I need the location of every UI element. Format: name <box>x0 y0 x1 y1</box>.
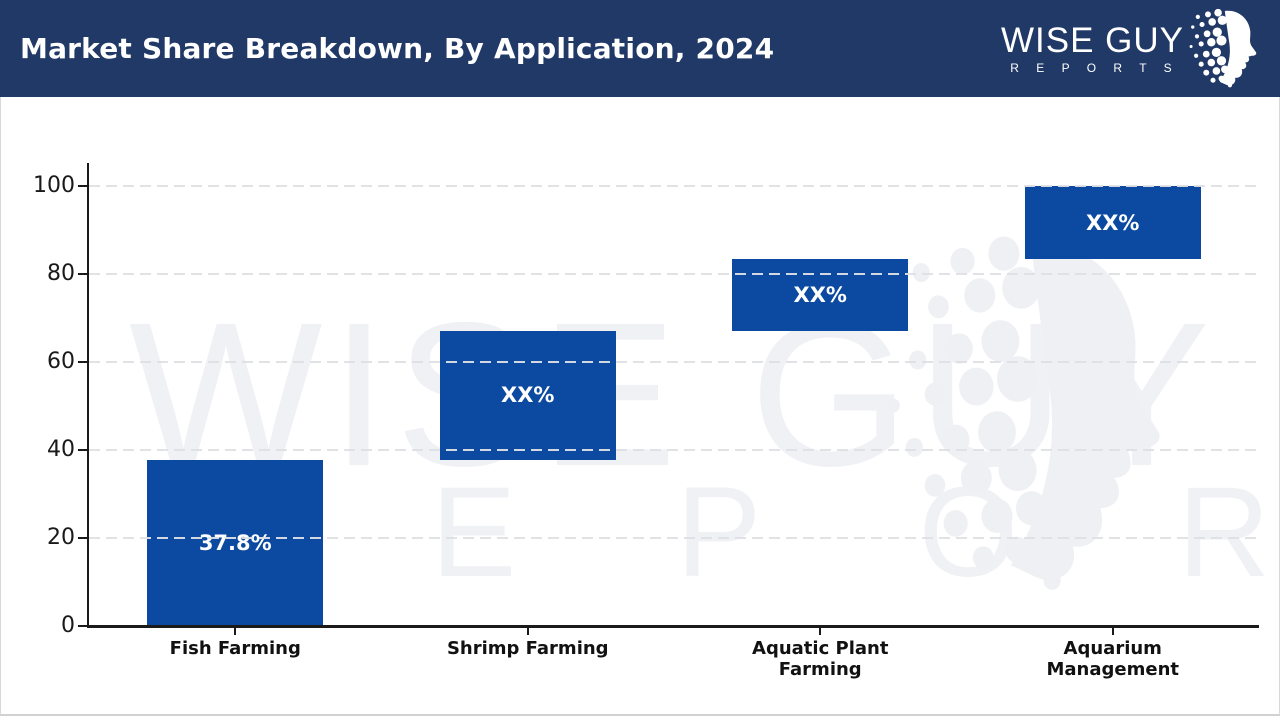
x-category-label: Fish Farming <box>169 638 301 659</box>
bar-value-label: 37.8% <box>198 530 272 555</box>
header-bar: Market Share Breakdown, By Application, … <box>0 0 1280 97</box>
waterfall-bar: XX% <box>732 259 909 332</box>
y-tick-mark <box>78 537 87 539</box>
x-category-label: Shrimp Farming <box>446 638 609 659</box>
x-tick-mark <box>1111 628 1114 635</box>
y-gridline <box>89 537 1259 539</box>
waterfall-bar: 37.8% <box>147 459 324 626</box>
y-axis-line <box>87 163 89 626</box>
y-gridline <box>89 449 1259 451</box>
bar-value-label: XX% <box>793 283 847 308</box>
bar-value-label: XX% <box>1086 210 1140 235</box>
page-title: Market Share Breakdown, By Application, … <box>20 32 775 65</box>
y-tick-label: 60 <box>47 349 75 374</box>
x-category-label: Aquatic Plant Farming <box>752 638 889 680</box>
y-tick-mark <box>78 625 87 627</box>
waterfall-bar: XX% <box>1024 186 1201 260</box>
logo-name: WISE GUY <box>1000 20 1184 60</box>
logo-subtitle: R E P O R T S <box>1010 60 1179 75</box>
y-tick-mark <box>78 449 87 451</box>
chart-area: WISE GUY R E P O R T S 02040608010037.8%… <box>0 97 1280 716</box>
x-tick-mark <box>526 628 529 635</box>
waterfall-bar: XX% <box>439 331 616 460</box>
y-gridline <box>89 185 1259 187</box>
logo-text: WISE GUY R E P O R T S <box>1001 23 1184 75</box>
y-tick-label: 0 <box>61 613 75 638</box>
y-tick-mark <box>78 185 87 187</box>
y-gridline <box>89 273 1259 275</box>
y-tick-mark <box>78 361 87 363</box>
x-category-label: Aquarium Management <box>1046 638 1180 680</box>
wiseguy-logo: WISE GUY R E P O R T S <box>1001 6 1262 92</box>
y-tick-label: 20 <box>47 525 75 550</box>
wiseguy-face-icon <box>1189 8 1257 87</box>
bar-value-label: XX% <box>501 383 555 408</box>
y-tick-label: 40 <box>47 437 75 462</box>
y-gridline <box>89 361 1259 363</box>
x-tick-mark <box>819 628 822 635</box>
watermark-face-icon <box>887 236 1160 590</box>
y-tick-label: 100 <box>33 173 75 198</box>
x-axis-line <box>87 625 1259 628</box>
y-tick-label: 80 <box>47 261 75 286</box>
y-tick-mark <box>78 273 87 275</box>
x-tick-mark <box>234 628 237 635</box>
